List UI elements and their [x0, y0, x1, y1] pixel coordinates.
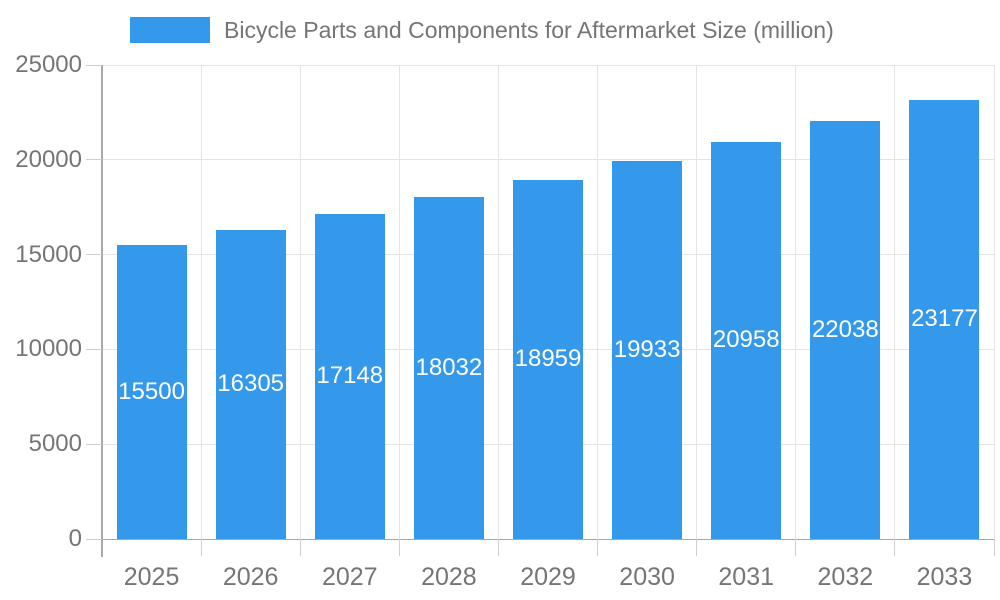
y-axis-tick	[86, 538, 102, 540]
legend[interactable]: Bicycle Parts and Components for Afterma…	[130, 15, 834, 45]
legend-label: Bicycle Parts and Components for Afterma…	[224, 17, 834, 43]
bar[interactable]	[413, 197, 484, 539]
x-axis-category-label: 2026	[222, 563, 279, 591]
bar[interactable]	[711, 141, 782, 539]
bar[interactable]	[810, 121, 881, 539]
y-axis-line	[101, 65, 103, 557]
y-axis-tick	[86, 348, 102, 350]
x-axis-category-label: 2025	[123, 563, 180, 591]
gridline-vertical	[993, 65, 995, 539]
x-axis-category-label: 2027	[321, 563, 378, 591]
gridline-vertical	[894, 65, 896, 539]
x-axis-category-label: 2031	[718, 563, 775, 591]
bar-value-label: 16305	[217, 370, 285, 398]
x-axis-tick	[696, 539, 698, 556]
bar-value-label: 19933	[613, 336, 681, 364]
y-axis-tick	[86, 254, 102, 256]
y-axis-tick	[86, 64, 102, 66]
x-axis-tick	[894, 539, 896, 556]
bar[interactable]	[612, 161, 683, 539]
bar-value-label: 18959	[514, 345, 582, 373]
x-axis-tick	[299, 539, 301, 556]
x-axis-tick	[497, 539, 499, 556]
y-axis-tick-label: 20000	[15, 145, 82, 173]
x-axis-tick	[200, 539, 202, 556]
gridline-vertical	[299, 65, 301, 539]
gridline-vertical	[398, 65, 400, 539]
bar[interactable]	[513, 179, 583, 539]
gridline-horizontal	[102, 159, 994, 161]
y-axis-tick-label: 10000	[15, 335, 82, 363]
x-axis-tick	[795, 539, 797, 556]
bar-value-label: 17148	[316, 362, 384, 390]
y-axis-tick-label: 15000	[15, 240, 82, 268]
x-axis-tick	[597, 539, 599, 556]
bar-value-label: 22038	[811, 316, 879, 344]
gridline-vertical	[795, 65, 797, 539]
x-axis-category-label: 2033	[916, 563, 973, 591]
gridline-vertical	[200, 65, 202, 539]
bar-value-label: 23177	[911, 305, 978, 333]
bar[interactable]	[116, 245, 187, 539]
bar[interactable]	[215, 229, 286, 539]
x-axis-category-label: 2032	[817, 563, 874, 591]
x-axis-category-label: 2030	[619, 563, 675, 591]
x-axis-tick	[398, 539, 400, 556]
gridline-vertical	[497, 65, 499, 539]
gridline-horizontal	[102, 64, 994, 66]
gridline-vertical	[597, 65, 599, 539]
bar[interactable]	[909, 99, 980, 539]
bar[interactable]	[314, 213, 385, 539]
x-axis-category-label: 2028	[421, 563, 477, 591]
y-axis-tick-label: 25000	[15, 51, 82, 78]
bar-value-label: 20958	[712, 326, 780, 354]
y-axis-tick	[86, 159, 102, 161]
x-axis-category-label: 2029	[520, 563, 576, 591]
y-axis-tick	[86, 443, 102, 445]
bar-value-label: 15500	[118, 378, 185, 406]
bar-value-label: 18032	[415, 354, 483, 382]
y-axis-tick-label: 5000	[28, 430, 82, 458]
x-axis-tick	[993, 539, 995, 556]
gridline-vertical	[696, 65, 698, 539]
y-axis-tick-label: 0	[68, 525, 82, 552]
x-axis-line	[102, 538, 994, 540]
legend-swatch	[130, 17, 210, 43]
